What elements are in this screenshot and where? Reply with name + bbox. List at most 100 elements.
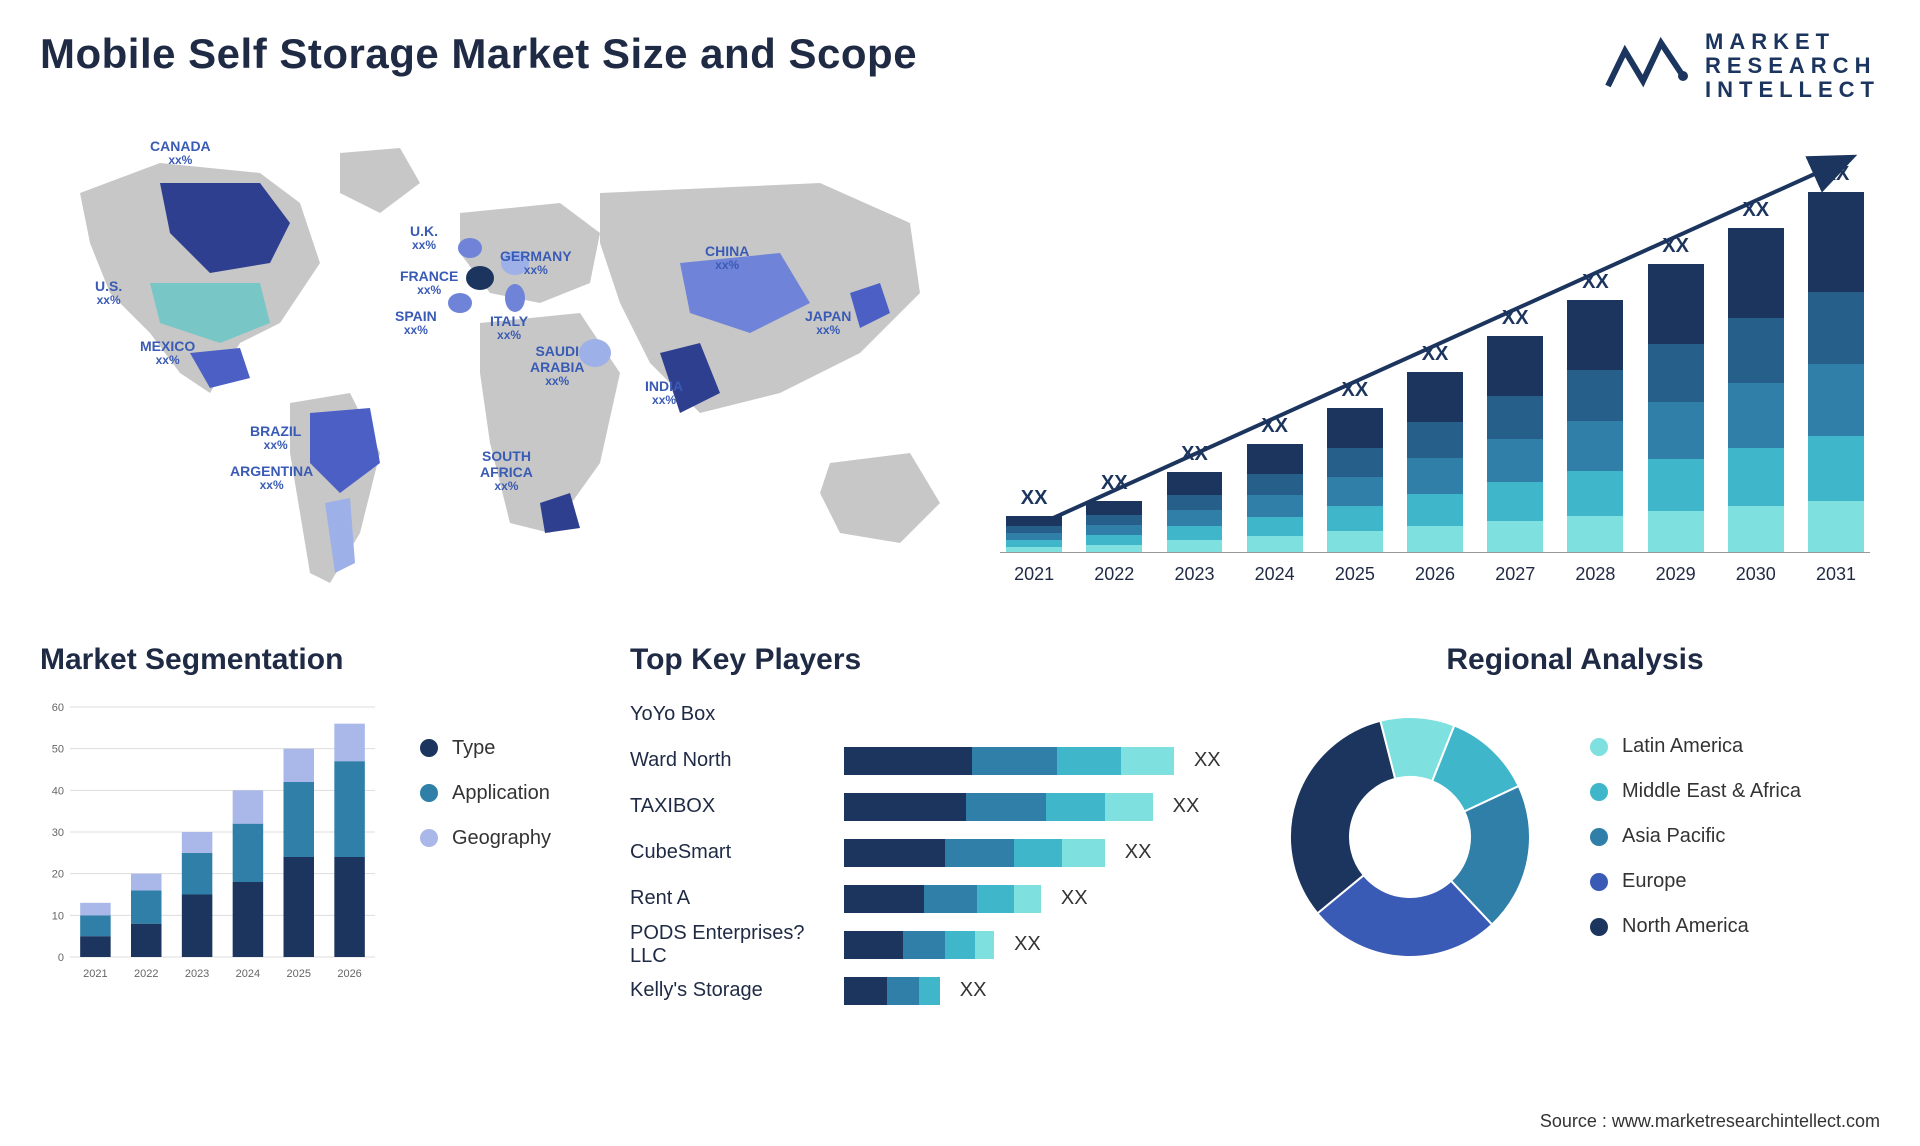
growth-x-tick: 2025 bbox=[1321, 564, 1389, 585]
map-country-label: INDIAxx% bbox=[645, 378, 683, 408]
player-bar bbox=[844, 885, 1041, 913]
player-name: Kelly's Storage bbox=[630, 979, 830, 1002]
key-players-title: Top Key Players bbox=[630, 643, 1240, 677]
legend-label: Middle East & Africa bbox=[1622, 780, 1801, 803]
segmentation-legend-item: Type bbox=[420, 737, 551, 760]
growth-bar: XX bbox=[1642, 235, 1710, 552]
growth-x-tick: 2029 bbox=[1642, 564, 1710, 585]
world-map: CANADAxx% U.S.xx% MEXICOxx% BRAZILxx% ARGENT… bbox=[40, 133, 960, 593]
source-url: www.marketresearchintellect.com bbox=[1612, 1111, 1880, 1131]
svg-text:2021: 2021 bbox=[83, 968, 107, 980]
map-country-label: ARGENTINAxx% bbox=[230, 463, 313, 493]
player-row: CubeSmart XX bbox=[630, 835, 1240, 871]
legend-swatch-icon bbox=[1590, 738, 1608, 756]
legend-label: Asia Pacific bbox=[1622, 825, 1725, 848]
player-name: CubeSmart bbox=[630, 841, 830, 864]
player-bar bbox=[844, 793, 1153, 821]
segmentation-legend: Type Application Geography bbox=[420, 737, 551, 987]
svg-text:30: 30 bbox=[52, 827, 64, 839]
player-row: Rent AXX bbox=[630, 881, 1240, 917]
growth-bar: XX bbox=[1481, 307, 1549, 552]
source-credit: Source : www.marketresearchintellect.com bbox=[1540, 1111, 1880, 1132]
logo-mark-icon bbox=[1603, 31, 1693, 101]
player-value: XX bbox=[1194, 749, 1221, 772]
growth-x-tick: 2023 bbox=[1160, 564, 1228, 585]
map-country-label: CHINAxx% bbox=[705, 243, 749, 273]
brand-logo: MARKET RESEARCH INTELLECT bbox=[1603, 30, 1880, 103]
player-name: PODS Enterprises?LLC bbox=[630, 922, 830, 968]
growth-x-tick: 2026 bbox=[1401, 564, 1469, 585]
growth-x-tick: 2028 bbox=[1561, 564, 1629, 585]
growth-x-tick: 2030 bbox=[1722, 564, 1790, 585]
player-name: Ward North bbox=[630, 749, 830, 772]
player-value: XX bbox=[1014, 933, 1041, 956]
regional-legend: Latin America Middle East & Africa Asia Pa… bbox=[1590, 735, 1801, 938]
map-country-label: ITALYxx% bbox=[490, 313, 528, 343]
legend-swatch-icon bbox=[1590, 828, 1608, 846]
logo-line2: RESEARCH bbox=[1705, 54, 1880, 78]
player-name: YoYo Box bbox=[630, 703, 830, 726]
map-country-label: CANADAxx% bbox=[150, 138, 211, 168]
svg-text:40: 40 bbox=[52, 785, 64, 797]
growth-bar: XX bbox=[1241, 415, 1309, 552]
legend-swatch-icon bbox=[1590, 873, 1608, 891]
map-country-label: JAPANxx% bbox=[805, 308, 851, 338]
player-value: XX bbox=[1125, 841, 1152, 864]
player-bar bbox=[844, 977, 940, 1005]
growth-bar-value: XX bbox=[1422, 343, 1449, 366]
map-country-label: U.S.xx% bbox=[95, 278, 122, 308]
player-row: Kelly's StorageXX bbox=[630, 973, 1240, 1009]
growth-bar-value: XX bbox=[1742, 199, 1769, 222]
player-row: YoYo Box bbox=[630, 697, 1240, 733]
player-row: PODS Enterprises?LLCXX bbox=[630, 927, 1240, 963]
regional-title: Regional Analysis bbox=[1270, 643, 1880, 677]
growth-bar-value: XX bbox=[1823, 163, 1850, 186]
svg-text:2026: 2026 bbox=[337, 968, 361, 980]
segmentation-title: Market Segmentation bbox=[40, 643, 600, 677]
segmentation-legend-item: Geography bbox=[420, 827, 551, 850]
legend-label: Europe bbox=[1622, 870, 1687, 893]
legend-swatch-icon bbox=[420, 784, 438, 802]
regional-panel: Regional Analysis Latin America Middle Ea… bbox=[1270, 643, 1880, 1009]
legend-swatch-icon bbox=[1590, 918, 1608, 936]
svg-text:50: 50 bbox=[52, 743, 64, 755]
segmentation-legend-item: Application bbox=[420, 782, 551, 805]
player-name: TAXIBOX bbox=[630, 795, 830, 818]
growth-bar: XX bbox=[1000, 487, 1068, 552]
player-row: TAXIBOXXX bbox=[630, 789, 1240, 825]
svg-text:2024: 2024 bbox=[236, 968, 260, 980]
growth-bar: XX bbox=[1722, 199, 1790, 552]
page-title: Mobile Self Storage Market Size and Scop… bbox=[40, 30, 917, 78]
growth-bar: XX bbox=[1080, 472, 1148, 551]
svg-text:2025: 2025 bbox=[287, 968, 311, 980]
svg-text:2022: 2022 bbox=[134, 968, 158, 980]
regional-legend-item: Latin America bbox=[1590, 735, 1801, 758]
growth-bar-value: XX bbox=[1502, 307, 1529, 330]
svg-text:2023: 2023 bbox=[185, 968, 209, 980]
player-name: Rent A bbox=[630, 887, 830, 910]
legend-swatch-icon bbox=[420, 829, 438, 847]
map-country-label: BRAZILxx% bbox=[250, 423, 301, 453]
growth-chart: XXXXXXXXXXXXXXXXXXXXXX 20212022202320242… bbox=[1000, 133, 1880, 593]
growth-bar-value: XX bbox=[1662, 235, 1689, 258]
legend-label: North America bbox=[1622, 915, 1749, 938]
growth-x-axis bbox=[1000, 552, 1870, 553]
map-country-label: FRANCExx% bbox=[400, 268, 458, 298]
legend-label: Type bbox=[452, 737, 495, 760]
regional-legend-item: Middle East & Africa bbox=[1590, 780, 1801, 803]
growth-bar: XX bbox=[1321, 379, 1389, 552]
source-prefix: Source : bbox=[1540, 1111, 1612, 1131]
growth-bar-value: XX bbox=[1021, 487, 1048, 510]
regional-legend-item: Europe bbox=[1590, 870, 1801, 893]
growth-x-tick: 2024 bbox=[1241, 564, 1309, 585]
growth-bar-value: XX bbox=[1101, 472, 1128, 495]
growth-x-tick: 2027 bbox=[1481, 564, 1549, 585]
svg-text:20: 20 bbox=[52, 868, 64, 880]
map-country-label: MEXICOxx% bbox=[140, 338, 195, 368]
growth-bar-value: XX bbox=[1582, 271, 1609, 294]
player-row: Ward North XX bbox=[630, 743, 1240, 779]
regional-legend-item: North America bbox=[1590, 915, 1801, 938]
map-country-label: GERMANYxx% bbox=[500, 248, 572, 278]
growth-bar: XX bbox=[1401, 343, 1469, 552]
growth-x-tick: 2031 bbox=[1802, 564, 1870, 585]
